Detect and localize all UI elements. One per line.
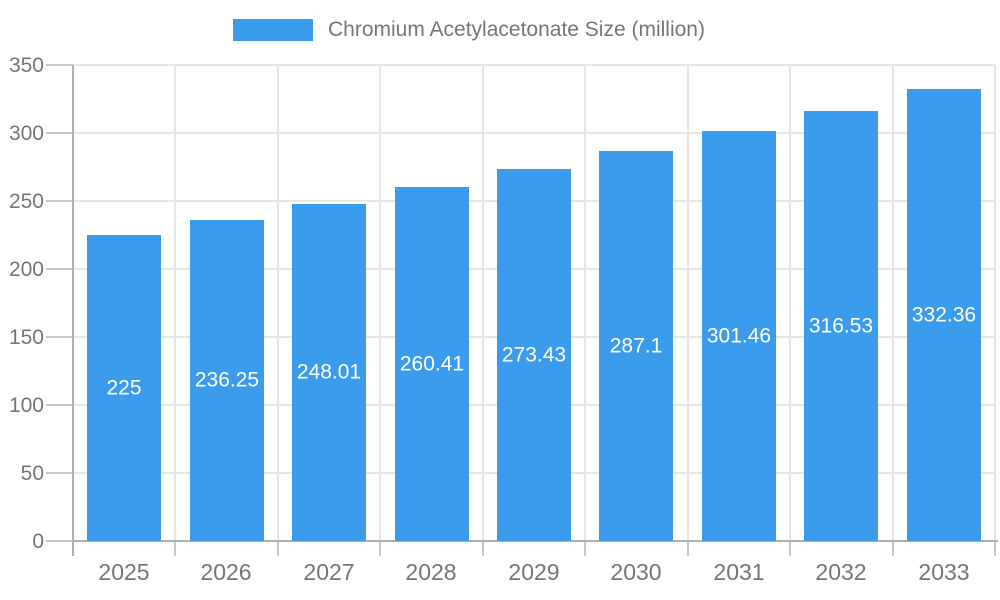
y-axis-tick — [46, 200, 73, 202]
vertical-gridline — [892, 65, 894, 541]
vertical-gridline — [174, 65, 176, 541]
x-axis-tick-label: 2025 — [98, 559, 150, 585]
x-axis-tick — [174, 541, 176, 556]
y-axis-tick-label: 350 — [8, 54, 44, 77]
bar-value-label: 225 — [106, 376, 142, 400]
bar — [395, 187, 469, 541]
bar — [804, 111, 878, 541]
y-axis-tick-label: 0 — [32, 530, 44, 553]
x-axis-tick — [789, 541, 791, 556]
y-axis-tick — [46, 64, 73, 66]
legend-label: Chromium Acetylacetonate Size (million) — [328, 18, 705, 41]
x-axis-tick — [379, 541, 381, 556]
bar-value-label: 332.36 — [911, 303, 977, 327]
vertical-gridline — [379, 65, 381, 541]
horizontal-gridline — [73, 64, 995, 66]
vertical-gridline — [687, 65, 689, 541]
x-axis-line — [73, 540, 998, 542]
x-axis-tick — [277, 541, 279, 556]
vertical-gridline — [994, 65, 996, 541]
x-axis-tick — [584, 541, 586, 556]
horizontal-gridline — [73, 132, 995, 134]
bar-value-label: 273.43 — [501, 343, 567, 367]
bar-value-label: 287.1 — [609, 334, 663, 358]
legend-swatch — [233, 19, 313, 41]
x-axis-tick-label: 2032 — [815, 559, 867, 585]
bar — [599, 151, 673, 541]
vertical-gridline — [482, 65, 484, 541]
x-axis-tick-label: 2031 — [713, 559, 765, 585]
bar — [702, 131, 776, 541]
y-axis-tick-label: 50 — [20, 462, 44, 485]
vertical-gridline — [789, 65, 791, 541]
x-axis-tick-label: 2029 — [508, 559, 560, 585]
y-axis-tick — [46, 132, 73, 134]
x-axis-tick — [72, 541, 74, 556]
x-axis-tick-label: 2030 — [610, 559, 662, 585]
y-axis-tick — [46, 404, 73, 406]
x-axis-tick-label: 2027 — [303, 559, 355, 585]
chart-legend-item[interactable]: Chromium Acetylacetonate Size (million) — [233, 19, 705, 41]
bar-value-label: 316.53 — [808, 314, 874, 338]
x-axis-tick-label: 2028 — [405, 559, 457, 585]
bar — [292, 204, 366, 541]
bar-value-label: 301.46 — [706, 324, 772, 348]
y-axis-tick-label: 300 — [8, 122, 44, 145]
x-axis-tick — [994, 541, 996, 556]
y-axis-tick — [46, 336, 73, 338]
vertical-gridline — [584, 65, 586, 541]
y-axis-tick — [46, 472, 73, 474]
bar — [87, 235, 161, 541]
y-axis-tick — [46, 540, 73, 542]
y-axis-tick — [46, 268, 73, 270]
y-axis-tick-label: 200 — [8, 258, 44, 281]
x-axis-tick — [482, 541, 484, 556]
y-axis-tick-label: 150 — [8, 326, 44, 349]
bar-value-label: 260.41 — [399, 352, 465, 376]
bar-value-label: 236.25 — [194, 368, 260, 392]
bar-value-label: 248.01 — [296, 360, 362, 384]
vertical-gridline — [277, 65, 279, 541]
bar — [907, 89, 981, 541]
x-axis-tick-label: 2033 — [918, 559, 970, 585]
x-axis-tick-label: 2026 — [200, 559, 252, 585]
x-axis-tick — [687, 541, 689, 556]
y-axis-tick-label: 250 — [8, 190, 44, 213]
x-axis-tick — [892, 541, 894, 556]
y-axis-tick-label: 100 — [8, 394, 44, 417]
bar — [190, 220, 264, 541]
bar — [497, 169, 571, 541]
y-axis-line — [72, 65, 74, 541]
